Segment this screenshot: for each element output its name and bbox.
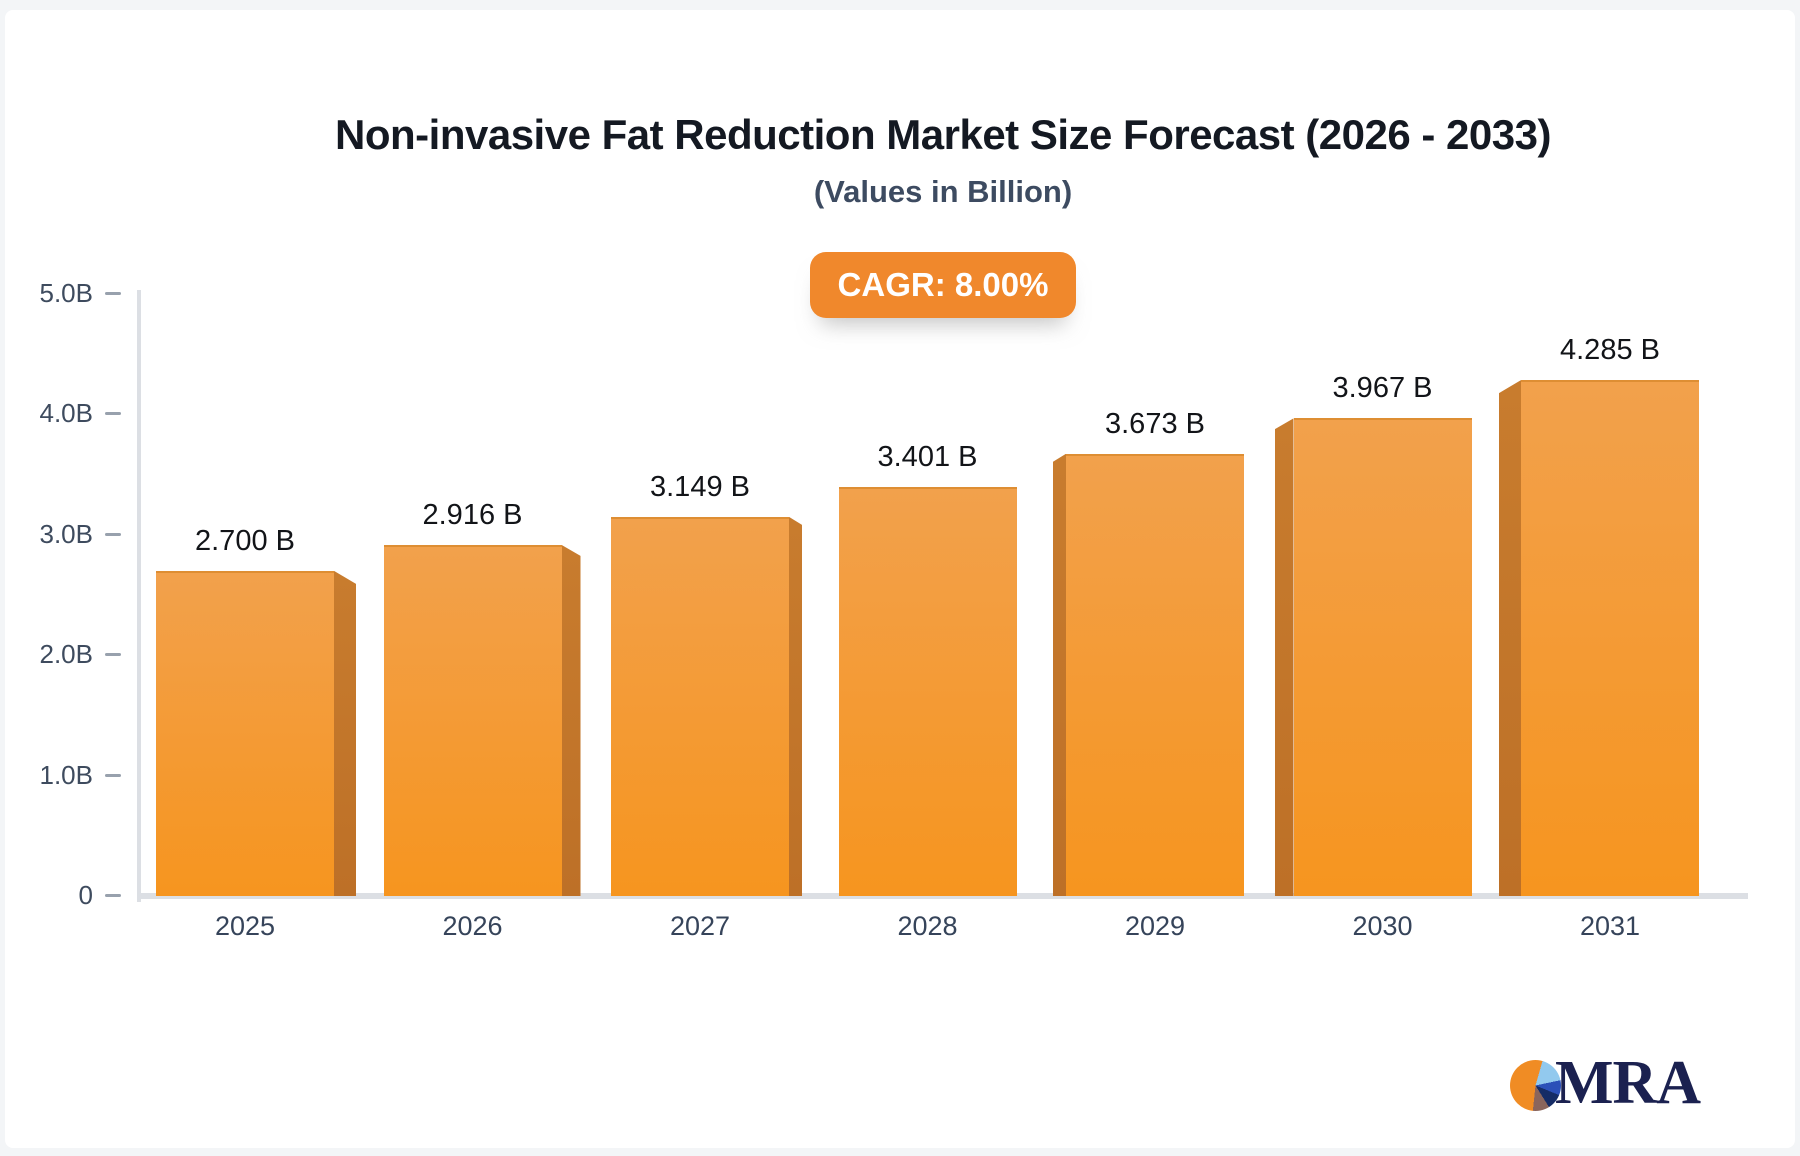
chart-title: Non-invasive Fat Reduction Market Size F… [335, 111, 1551, 158]
bar-side-2030 [1274, 418, 1294, 896]
bar-value-label-2031: 4.285 B [1560, 334, 1660, 367]
x-axis-label-2025: 2025 [214, 911, 276, 941]
bar-value-label-2027: 3.149 B [650, 470, 750, 503]
chart-subtitle: (Values in Billion) [813, 174, 1073, 209]
y-tick-label: 3.0B [39, 518, 94, 549]
logo-text: MRA [1555, 1049, 1701, 1117]
bar-value-label-2029: 3.673 B [1105, 407, 1205, 440]
x-axis-line [137, 893, 1748, 899]
bar-side-2027 [789, 516, 802, 896]
bar-value-label-2025: 2.700 B [195, 524, 295, 557]
bar-side-2025 [334, 570, 356, 896]
bar-2028 [838, 486, 1017, 896]
y-tick-dash [105, 412, 121, 416]
y-tick-label: 2.0B [39, 639, 94, 670]
x-axis-label-2028: 2028 [897, 911, 958, 941]
cagr-badge: CAGR: 8.00% [809, 252, 1077, 318]
y-tick-dash [105, 653, 121, 657]
bar-value-label-2026: 2.916 B [422, 498, 523, 531]
y-tick-label: 5.0B [39, 278, 94, 308]
x-axis-label-2029: 2029 [1124, 911, 1186, 941]
x-axis-label-2031: 2031 [1579, 911, 1641, 941]
bar-side-2031 [1499, 380, 1521, 896]
y-tick-dash [105, 532, 121, 536]
pie-chart-logo-icon [1510, 1059, 1561, 1111]
bar-2026 [383, 544, 562, 896]
x-axis-label-2027: 2027 [669, 911, 731, 941]
bar-2029 [1066, 453, 1244, 896]
bar-2027 [611, 516, 789, 896]
bar-value-label-2028: 3.401 B [877, 440, 978, 473]
bar-side-2029 [1053, 453, 1066, 896]
y-tick-dash [105, 292, 121, 295]
y-tick-dash [105, 894, 121, 897]
bar-value-label-2030: 3.967 B [1332, 372, 1433, 405]
bar-2031 [1521, 380, 1699, 896]
y-tick-label: 0 [78, 880, 93, 910]
y-tick-label: 4.0B [39, 398, 94, 429]
x-axis-label-2026: 2026 [442, 911, 503, 941]
y-tick-label: 1.0B [39, 759, 94, 790]
badge-row: CAGR: 8.00% [135, 252, 1751, 322]
brand-logo: MRA [1510, 1048, 1701, 1118]
bar-side-2026 [561, 544, 581, 896]
y-axis-line [137, 290, 141, 902]
bar-2030 [1293, 418, 1472, 896]
chart-header: Non-invasive Fat Reduction Market Size F… [135, 10, 1751, 322]
bar-2025 [156, 570, 334, 896]
chart-card: Non-invasive Fat Reduction Market Size F… [5, 10, 1795, 1148]
y-tick-dash [105, 773, 121, 777]
x-axis-label-2030: 2030 [1352, 911, 1413, 941]
